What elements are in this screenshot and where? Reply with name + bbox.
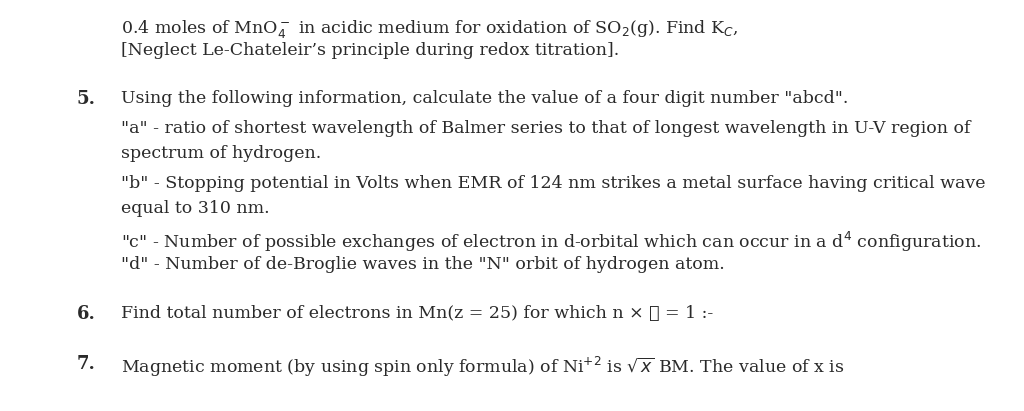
Text: "c" - Number of possible exchanges of electron in d-orbital which can occur in a: "c" - Number of possible exchanges of el… [121, 230, 981, 254]
Text: Magnetic moment (by using spin only formula) of Ni$^{+2}$ is $\sqrt{x}$ BM. The : Magnetic moment (by using spin only form… [121, 355, 844, 379]
Text: 5.: 5. [77, 90, 96, 108]
Text: "d" - Number of de-Broglie waves in the "N" orbit of hydrogen atom.: "d" - Number of de-Broglie waves in the … [121, 256, 725, 273]
Text: 7.: 7. [77, 355, 95, 373]
Text: 0.4 moles of MnO$_4^-$ in acidic medium for oxidation of SO$_2$(g). Find K$_C$,: 0.4 moles of MnO$_4^-$ in acidic medium … [121, 18, 738, 40]
Text: Using the following information, calculate the value of a four digit number "abc: Using the following information, calcula… [121, 90, 848, 107]
Text: "a" - ratio of shortest wavelength of Balmer series to that of longest wavelengt: "a" - ratio of shortest wavelength of Ba… [121, 120, 971, 137]
Text: equal to 310 nm.: equal to 310 nm. [121, 200, 269, 217]
Text: [Neglect Le-Chateleir’s principle during redox titration].: [Neglect Le-Chateleir’s principle during… [121, 42, 620, 59]
Text: spectrum of hydrogen.: spectrum of hydrogen. [121, 145, 322, 162]
Text: 6.: 6. [77, 305, 95, 323]
Text: "b" - Stopping potential in Volts when EMR of 124 nm strikes a metal surface hav: "b" - Stopping potential in Volts when E… [121, 175, 985, 192]
Text: Find total number of electrons in Mn(z = 25) for which n × ℓ = 1 :-: Find total number of electrons in Mn(z =… [121, 305, 713, 322]
